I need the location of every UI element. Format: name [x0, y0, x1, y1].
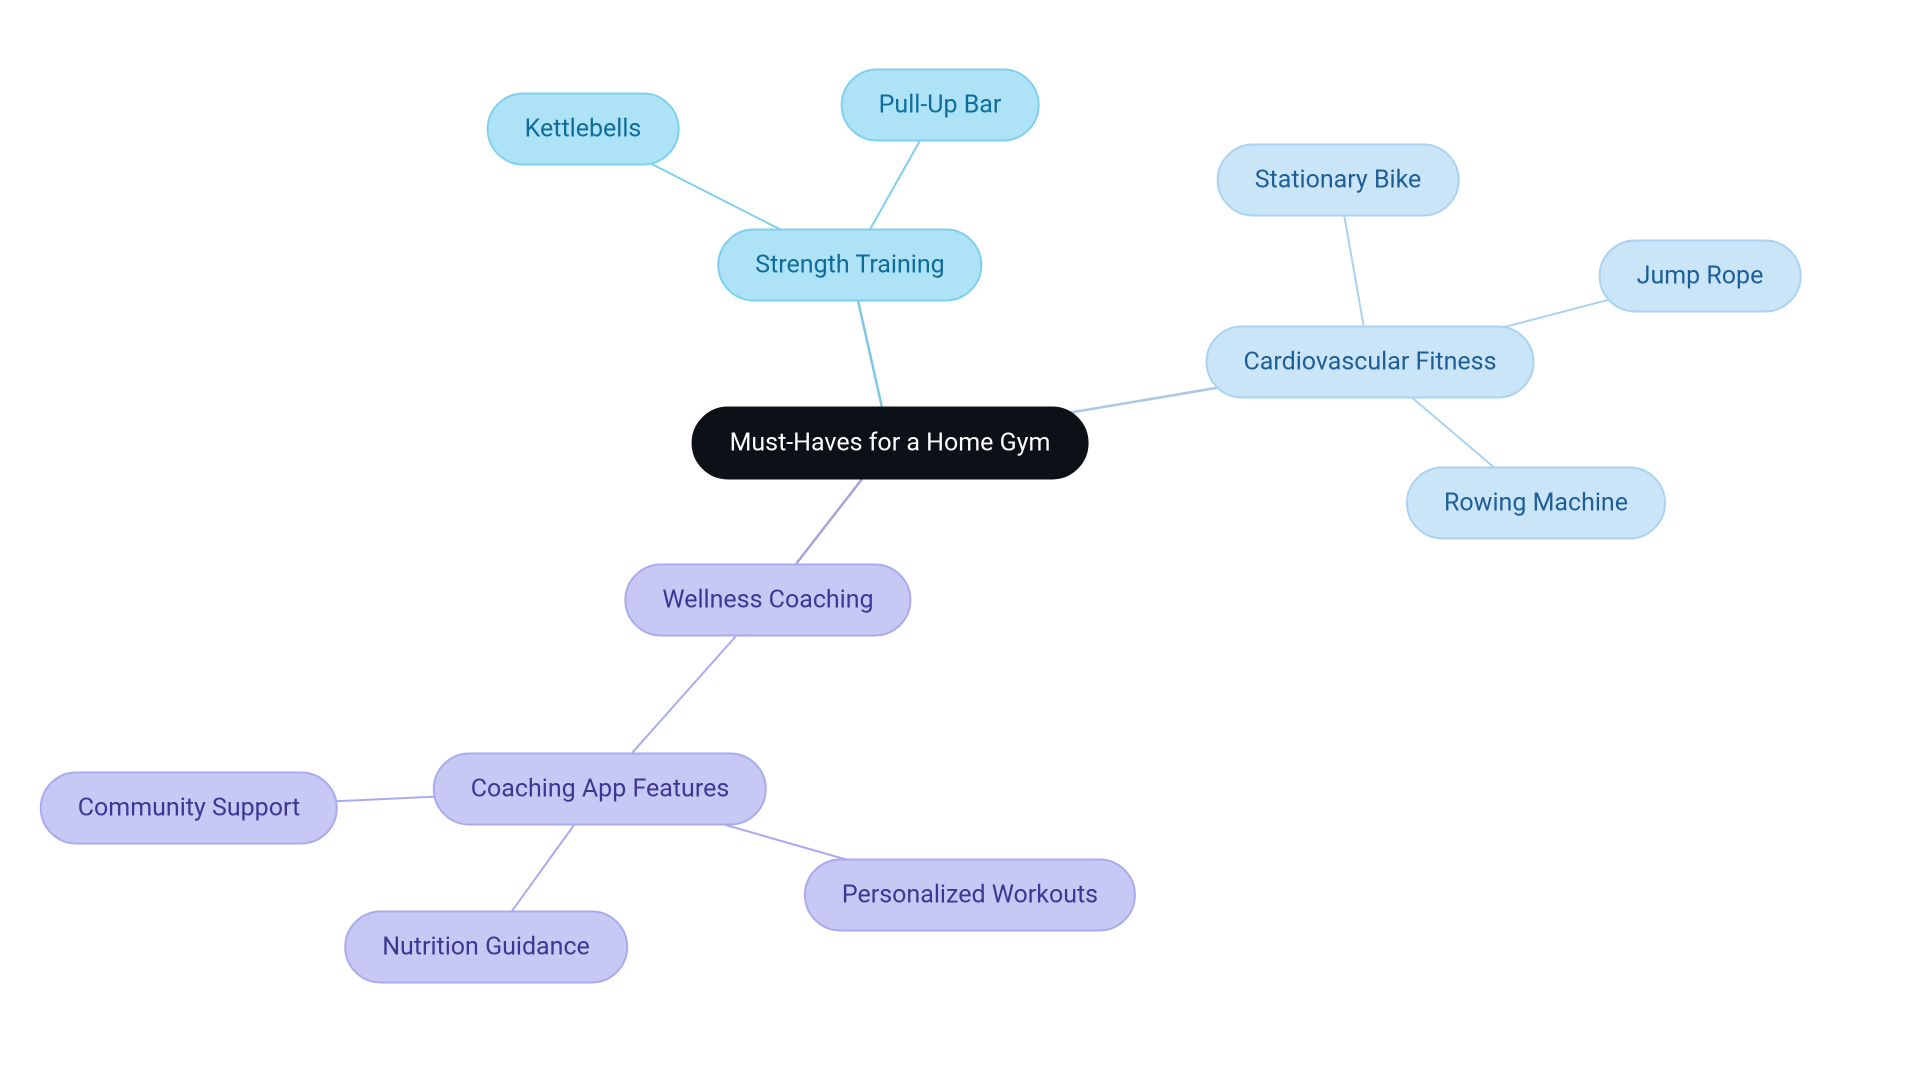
node-label: Community Support [78, 794, 300, 823]
node-cardio[interactable]: Cardiovascular Fitness [1206, 326, 1535, 399]
node-label: Stationary Bike [1255, 166, 1422, 195]
mindmap-canvas: Must-Haves for a Home Gym Strength Traini… [0, 0, 1920, 1083]
node-label: Kettlebells [525, 115, 642, 144]
node-label: Wellness Coaching [662, 586, 873, 615]
node-nutrition[interactable]: Nutrition Guidance [344, 911, 628, 984]
node-label: Cardiovascular Fitness [1244, 348, 1497, 377]
node-coachapp[interactable]: Coaching App Features [433, 753, 767, 826]
node-label: Strength Training [755, 251, 944, 280]
node-label: Coaching App Features [471, 775, 729, 804]
node-strength[interactable]: Strength Training [717, 229, 982, 302]
node-label: Pull-Up Bar [879, 91, 1002, 120]
node-kettlebells[interactable]: Kettlebells [487, 93, 680, 166]
node-wellness[interactable]: Wellness Coaching [624, 564, 911, 637]
node-jumprope[interactable]: Jump Rope [1599, 240, 1802, 313]
node-community[interactable]: Community Support [40, 772, 338, 845]
node-bike[interactable]: Stationary Bike [1217, 144, 1460, 217]
node-label: Nutrition Guidance [382, 933, 590, 962]
node-personalized[interactable]: Personalized Workouts [804, 859, 1136, 932]
node-label: Must-Haves for a Home Gym [730, 429, 1051, 458]
node-label: Personalized Workouts [842, 881, 1098, 910]
node-label: Rowing Machine [1444, 489, 1628, 518]
node-pullup[interactable]: Pull-Up Bar [841, 69, 1040, 142]
node-rowing[interactable]: Rowing Machine [1406, 467, 1666, 540]
node-root[interactable]: Must-Haves for a Home Gym [692, 407, 1089, 480]
node-label: Jump Rope [1637, 262, 1764, 291]
